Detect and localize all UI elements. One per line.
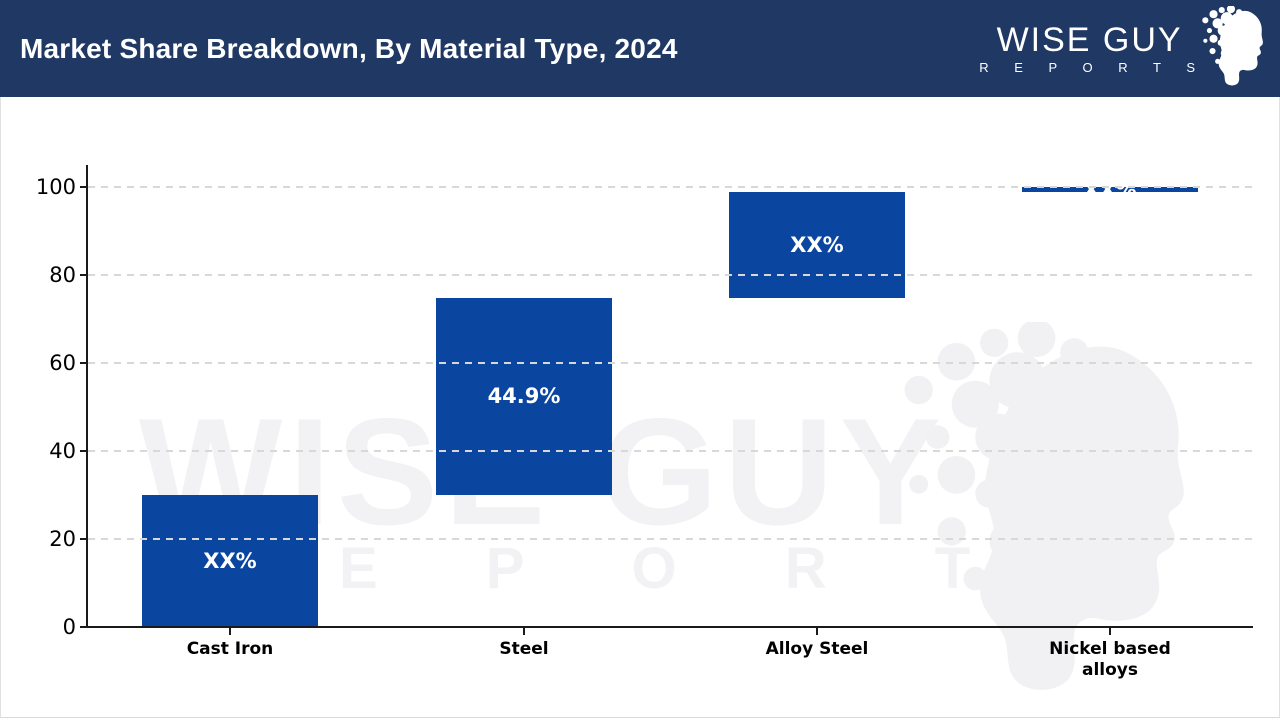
logo-reports-label: R E P O R T S xyxy=(979,59,1206,75)
logo-wiseguy-label: WISE GUY xyxy=(996,20,1183,59)
wiseguy-head-icon xyxy=(1202,5,1263,85)
watermark-text-reports: R E P O R T S xyxy=(189,536,1164,601)
chart-panel: WISE GUY R E P O R T S xyxy=(0,97,1280,718)
watermark-head-icon xyxy=(904,322,1184,690)
page-title: Market Share Breakdown, By Material Type… xyxy=(20,32,678,64)
wiseguy-logo: WISE GUY R E P O R T S xyxy=(973,0,1272,97)
wiseguy-logo-text: WISE GUY R E P O R T S xyxy=(973,23,1206,75)
header-bar: Market Share Breakdown, By Material Type… xyxy=(0,0,1280,97)
watermark-text: WISE GUY xyxy=(139,387,948,557)
